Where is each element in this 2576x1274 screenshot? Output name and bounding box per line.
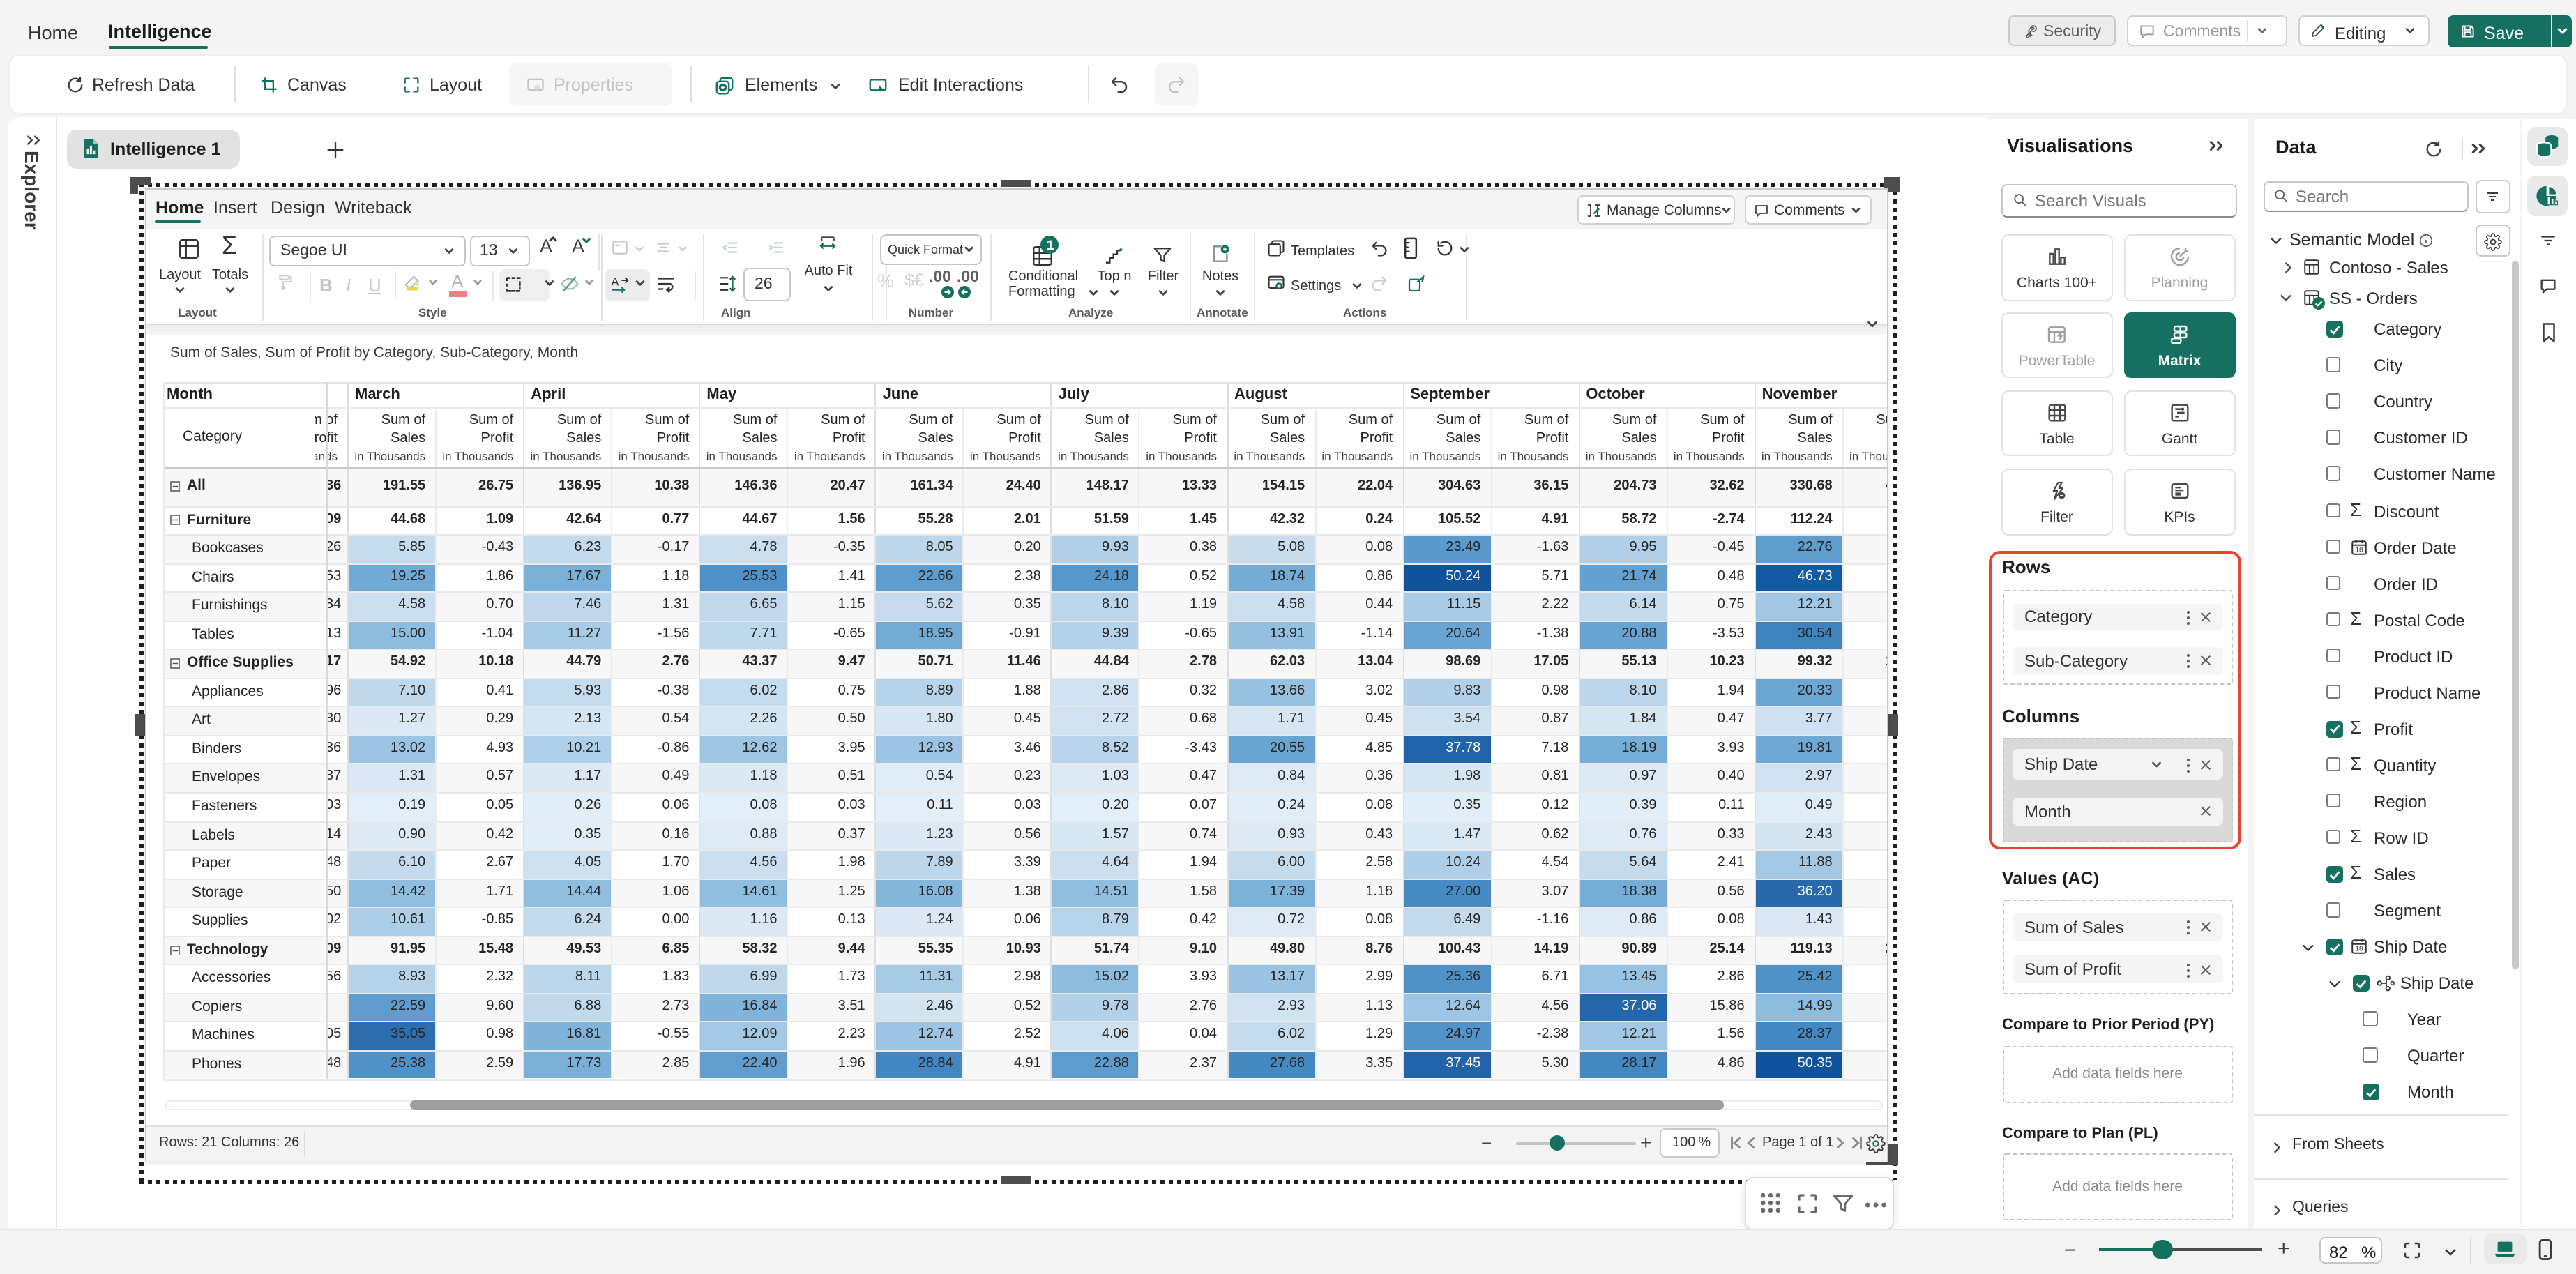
svg-text:18: 18 (2356, 546, 2363, 554)
svg-text:18: 18 (2356, 946, 2363, 953)
svg-text:A: A (612, 276, 619, 289)
